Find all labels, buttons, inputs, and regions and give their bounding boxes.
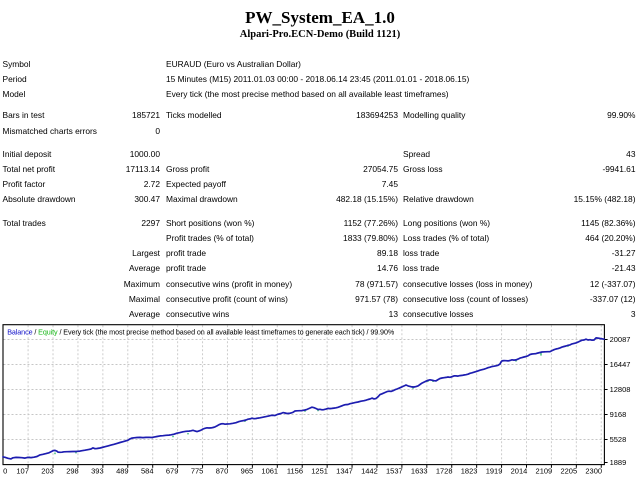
svg-text:2205: 2205 — [560, 467, 577, 476]
svg-text:393: 393 — [91, 467, 104, 476]
svg-text:12808: 12808 — [610, 385, 631, 394]
svg-text:965: 965 — [241, 467, 254, 476]
svg-text:107: 107 — [16, 467, 29, 476]
svg-text:2014: 2014 — [511, 467, 528, 476]
svg-text:20087: 20087 — [610, 335, 631, 344]
svg-text:298: 298 — [66, 467, 79, 476]
svg-text:9168: 9168 — [610, 410, 627, 419]
svg-text:489: 489 — [116, 467, 129, 476]
svg-text:1251: 1251 — [311, 467, 328, 476]
svg-text:1728: 1728 — [436, 467, 453, 476]
svg-text:1061: 1061 — [261, 467, 278, 476]
svg-text:0: 0 — [3, 467, 7, 476]
svg-text:2300: 2300 — [585, 467, 602, 476]
svg-text:1156: 1156 — [287, 467, 303, 476]
svg-text:1919: 1919 — [486, 467, 503, 476]
svg-text:1889: 1889 — [610, 458, 627, 467]
svg-text:203: 203 — [41, 467, 54, 476]
svg-text:584: 584 — [141, 467, 154, 476]
svg-text:2109: 2109 — [536, 467, 553, 476]
svg-text:679: 679 — [166, 467, 179, 476]
svg-text:5528: 5528 — [610, 435, 627, 444]
svg-text:1442: 1442 — [361, 467, 378, 476]
svg-text:1537: 1537 — [386, 467, 403, 476]
svg-text:1633: 1633 — [411, 467, 428, 476]
svg-text:870: 870 — [216, 467, 229, 476]
svg-text:1823: 1823 — [461, 467, 478, 476]
svg-text:16447: 16447 — [610, 360, 631, 369]
svg-text:1347: 1347 — [336, 467, 353, 476]
svg-text:Balance / Equity / Every tick: Balance / Equity / Every tick (the most … — [7, 327, 395, 336]
svg-text:775: 775 — [191, 467, 204, 476]
